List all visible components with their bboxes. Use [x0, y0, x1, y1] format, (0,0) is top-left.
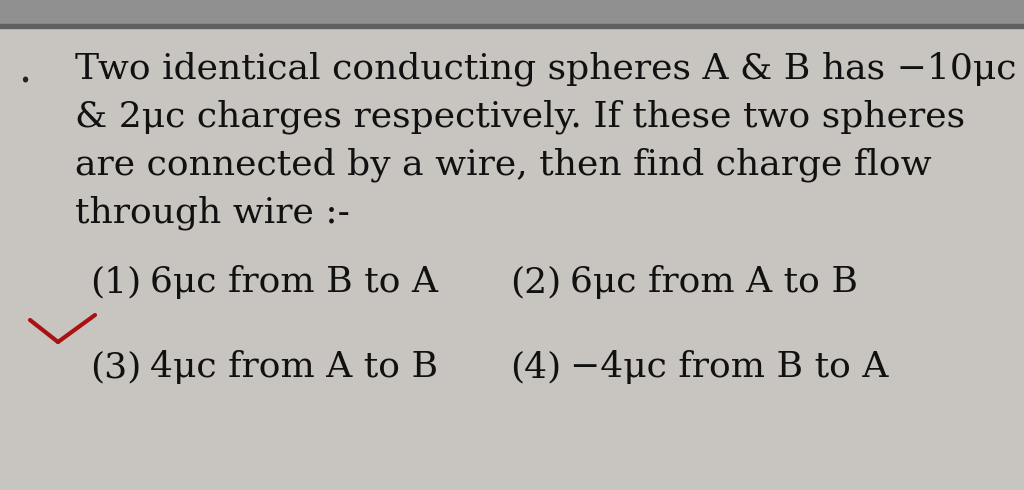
Text: .: . [18, 50, 31, 92]
Text: (3): (3) [90, 350, 141, 384]
Text: −4μc from B to A: −4μc from B to A [570, 350, 889, 384]
Text: are connected by a wire, then find charge flow: are connected by a wire, then find charg… [75, 148, 932, 182]
Text: (2): (2) [510, 265, 561, 299]
Text: through wire :-: through wire :- [75, 196, 350, 230]
Text: 6μc from B to A: 6μc from B to A [150, 265, 438, 299]
Text: (4): (4) [510, 350, 561, 384]
Text: Two identical conducting spheres A & B has −10μc: Two identical conducting spheres A & B h… [75, 52, 1017, 87]
Text: 4μc from A to B: 4μc from A to B [150, 350, 438, 384]
Bar [0, 0, 1024, 25]
Text: & 2μc charges respectively. If these two spheres: & 2μc charges respectively. If these two… [75, 100, 966, 134]
Text: (1): (1) [90, 265, 141, 299]
Text: 6μc from A to B: 6μc from A to B [570, 265, 858, 299]
Bar [0, 24, 1024, 28]
